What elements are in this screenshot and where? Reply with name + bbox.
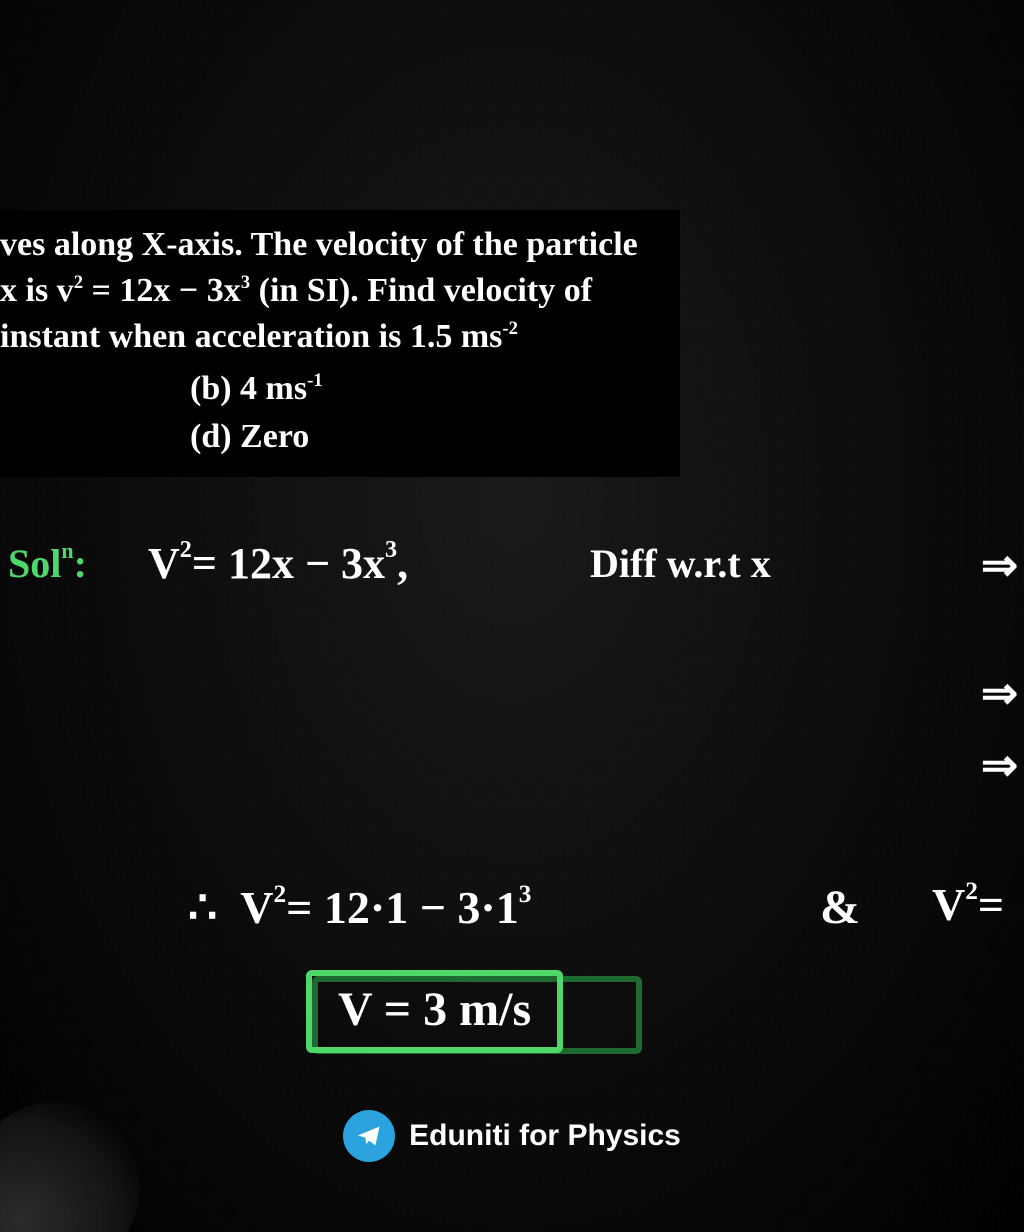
question-line-1: ves along X-axis. The velocity of the pa…: [0, 222, 670, 268]
therefore-b: = 12·1 − 3·1: [286, 882, 519, 933]
eq1-sup2: 3: [385, 536, 397, 563]
telegram-icon[interactable]: [343, 1110, 395, 1162]
eq1-b: = 12x − 3x: [192, 539, 385, 588]
stage: ves along X-axis. The velocity of the pa…: [0, 0, 1024, 1232]
therefore-v: V: [240, 882, 273, 933]
q2-a: x is v: [0, 272, 74, 309]
soln-colon: :: [74, 541, 87, 586]
equation-1: V2= 12x − 3x3,: [148, 538, 408, 589]
v-squared-right: V2=: [932, 878, 1004, 931]
solution-label: Soln:: [8, 540, 87, 587]
arrow-3: ⇒: [981, 740, 1018, 791]
q2-b: = 12x − 3x: [83, 272, 241, 309]
question-block: ves along X-axis. The velocity of the pa…: [0, 210, 680, 477]
arrow-1: ⇒: [981, 540, 1018, 591]
option-b-text: (b) 4 ms: [190, 370, 307, 407]
therefore-sup: 2: [274, 880, 287, 908]
eq1-comma: ,: [397, 539, 408, 588]
therefore-sup2: 3: [519, 880, 532, 908]
eq1-v: V: [148, 539, 180, 588]
arrow-2: ⇒: [981, 668, 1018, 719]
q2-sup2: 3: [241, 272, 250, 293]
option-b-sup: -1: [307, 370, 323, 391]
footer-text: Eduniti for Physics: [409, 1119, 681, 1153]
footer: Eduniti for Physics: [0, 1110, 1024, 1162]
eq1-sup: 2: [180, 536, 192, 563]
telegram-icon-svg: [355, 1122, 383, 1150]
ampersand: &: [820, 880, 860, 935]
therefore-sym: ∴: [188, 882, 217, 933]
answer-box: V = 3 m/s: [306, 970, 563, 1053]
question-line-2: x is v2 = 12x − 3x3 (in SI). Find veloci…: [0, 268, 670, 314]
soln-text: Sol: [8, 541, 61, 586]
therefore-line: ∴ V2= 12·1 − 3·13: [188, 880, 531, 934]
vr-eq: =: [978, 879, 1004, 930]
question-line-3: instant when acceleration is 1.5 ms-2: [0, 314, 670, 360]
q2-sup1: 2: [74, 272, 83, 293]
diff-text: Diff w.r.t x: [590, 540, 771, 587]
q2-c: (in SI). Find velocity of: [250, 272, 592, 309]
option-b: (b) 4 ms-1: [190, 366, 670, 412]
vr-sup: 2: [965, 877, 978, 905]
q3-sup: -2: [502, 318, 518, 339]
option-d: (d) Zero: [190, 414, 670, 460]
vr-v: V: [932, 879, 965, 930]
question-options: (b) 4 ms-1 (d) Zero: [0, 366, 670, 460]
q3-a: instant when acceleration is 1.5 ms: [0, 318, 502, 355]
soln-sup: n: [61, 538, 73, 563]
